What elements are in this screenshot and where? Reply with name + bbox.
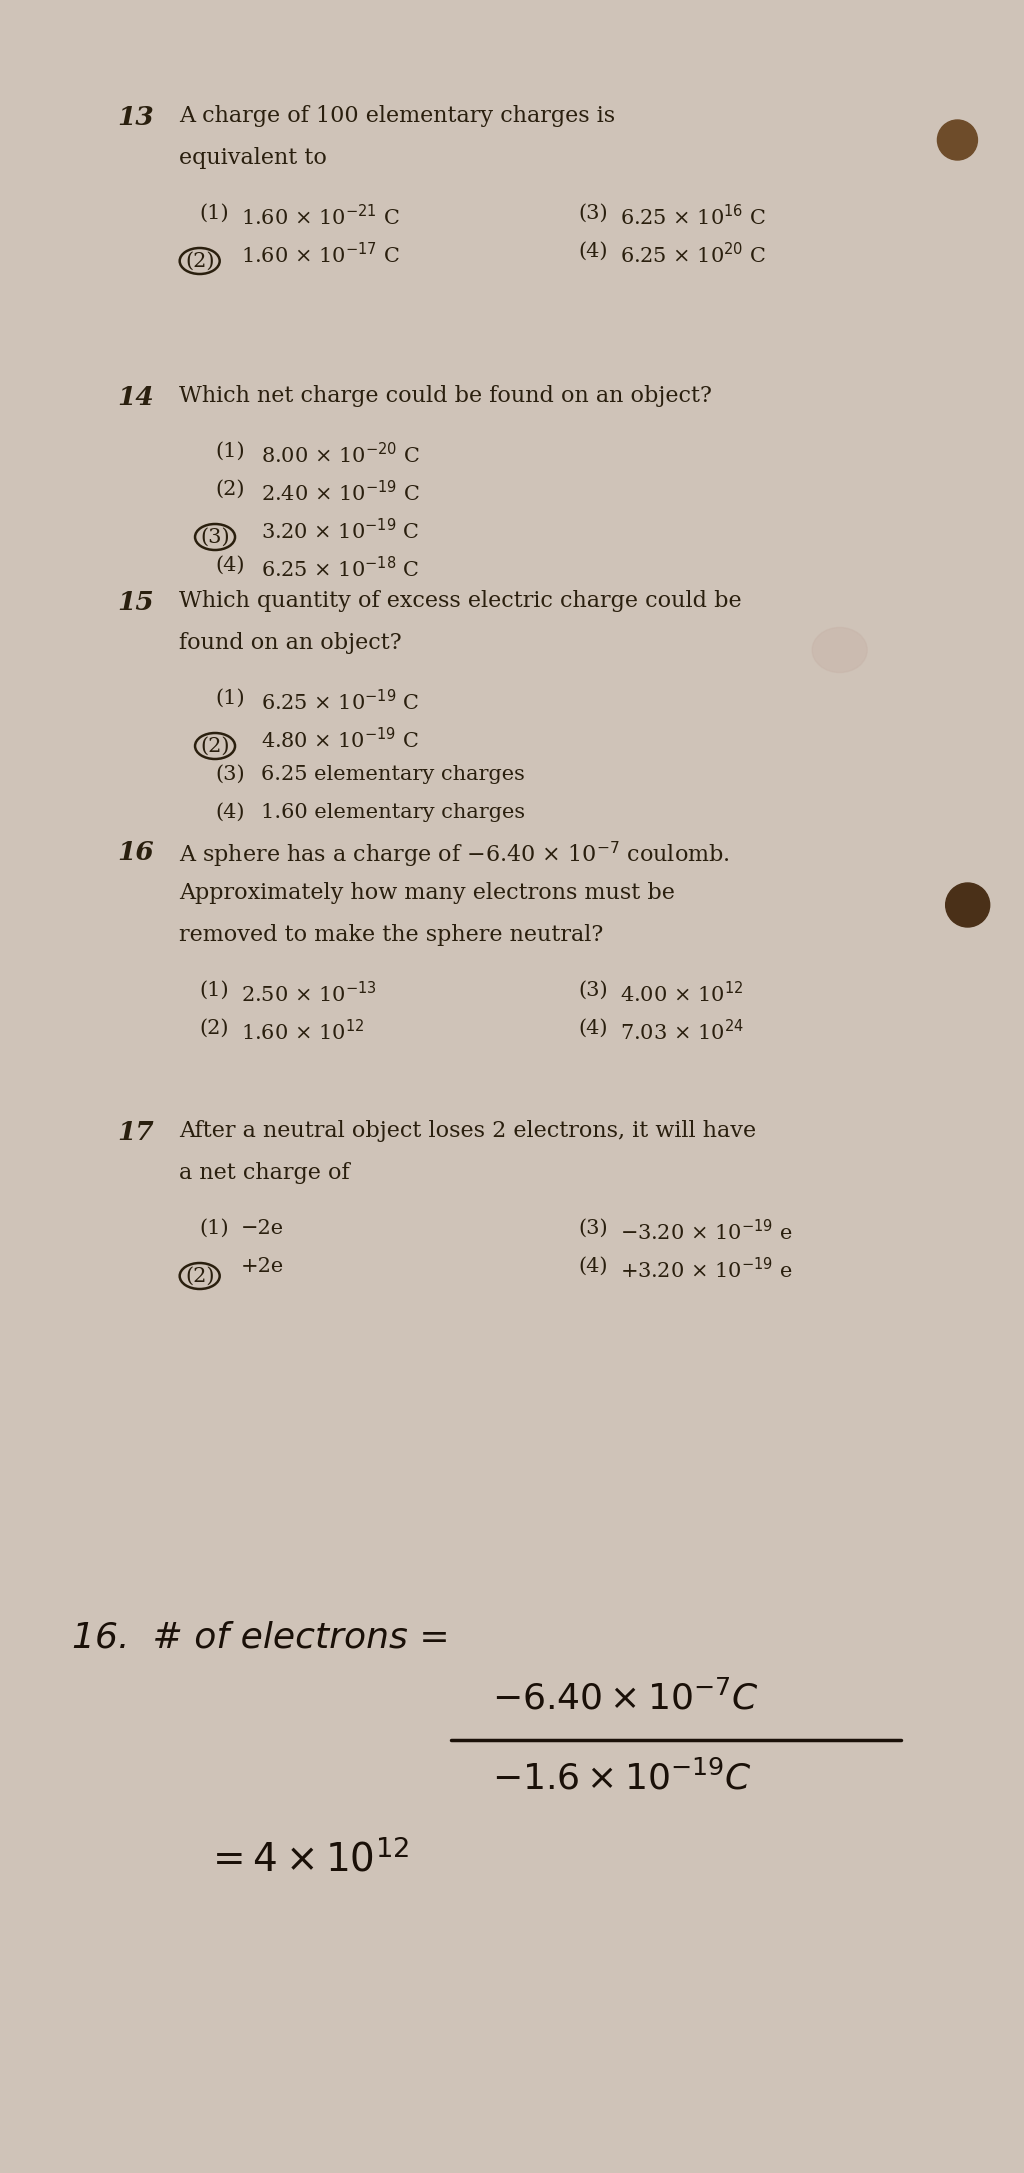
Text: (2): (2) [185,1267,214,1286]
Text: found on an object?: found on an object? [179,632,401,654]
Text: 4.00 × 10$^{12}$: 4.00 × 10$^{12}$ [620,980,742,1006]
Text: $-1.6\times10^{-19}$C: $-1.6\times10^{-19}$C [492,1760,752,1797]
Text: (1): (1) [200,1219,229,1239]
Text: 3.20 × 10$^{-19}$ C: 3.20 × 10$^{-19}$ C [261,517,420,543]
Text: (3): (3) [579,1219,608,1239]
Text: equivalent to: equivalent to [179,148,327,169]
Text: (1): (1) [200,204,229,224]
Text: −2e: −2e [241,1219,284,1239]
Text: 6.25 × 10$^{16}$ C: 6.25 × 10$^{16}$ C [620,204,766,228]
Text: 6.25 elementary charges: 6.25 elementary charges [261,765,525,784]
Text: After a neutral object loses 2 electrons, it will have: After a neutral object loses 2 electrons… [179,1119,757,1143]
Text: (2): (2) [200,1019,229,1039]
Text: 6.25 × 10$^{-18}$ C: 6.25 × 10$^{-18}$ C [261,556,420,580]
Text: (3): (3) [579,980,608,1000]
Text: 17: 17 [118,1119,155,1145]
Text: 15: 15 [118,591,155,615]
Text: (4): (4) [215,556,245,576]
Text: A charge of 100 elementary charges is: A charge of 100 elementary charges is [179,104,615,126]
Text: (3): (3) [201,528,229,545]
Text: 1.60 × 10$^{12}$: 1.60 × 10$^{12}$ [241,1019,364,1045]
Text: (2): (2) [215,480,245,500]
Text: 1.60 × 10$^{-21}$ C: 1.60 × 10$^{-21}$ C [241,204,399,228]
Text: 16.  # of electrons =: 16. # of electrons = [72,1621,450,1654]
Text: (1): (1) [200,980,229,1000]
Text: (4): (4) [579,1019,608,1039]
Text: a net charge of: a net charge of [179,1163,350,1184]
Text: 7.03 × 10$^{24}$: 7.03 × 10$^{24}$ [620,1019,743,1045]
Text: 2.50 × 10$^{-13}$: 2.50 × 10$^{-13}$ [241,980,376,1006]
Text: 4.80 × 10$^{-19}$ C: 4.80 × 10$^{-19}$ C [261,728,419,752]
Text: 8.00 × 10$^{-20}$ C: 8.00 × 10$^{-20}$ C [261,441,420,467]
Text: (2): (2) [201,737,229,756]
Text: 13: 13 [118,104,155,130]
Text: +3.20 × 10$^{-19}$ e: +3.20 × 10$^{-19}$ e [620,1256,792,1282]
Text: 6.25 × 10$^{20}$ C: 6.25 × 10$^{20}$ C [620,241,766,267]
Text: +2e: +2e [241,1256,284,1276]
Text: (3): (3) [579,204,608,224]
Text: $= 4\times10^{12}$: $= 4\times10^{12}$ [205,1841,409,1880]
Text: (4): (4) [215,804,245,821]
Text: (4): (4) [579,1256,608,1276]
Text: 1.60 × 10$^{-17}$ C: 1.60 × 10$^{-17}$ C [241,241,399,267]
Text: 16: 16 [118,841,155,865]
Text: (3): (3) [215,765,245,784]
Text: (1): (1) [215,689,245,708]
Text: (2): (2) [185,252,214,269]
Ellipse shape [812,628,867,671]
Text: Which net charge could be found on an object?: Which net charge could be found on an ob… [179,385,712,406]
Text: 6.25 × 10$^{-19}$ C: 6.25 × 10$^{-19}$ C [261,689,420,715]
Text: removed to make the sphere neutral?: removed to make the sphere neutral? [179,924,603,945]
Circle shape [937,120,978,161]
Text: 1.60 elementary charges: 1.60 elementary charges [261,804,525,821]
Text: Approximately how many electrons must be: Approximately how many electrons must be [179,882,675,904]
Text: 2.40 × 10$^{-19}$ C: 2.40 × 10$^{-19}$ C [261,480,420,504]
Circle shape [946,882,989,928]
Text: $-6.40\times10^{-7}$C: $-6.40\times10^{-7}$C [492,1680,758,1717]
Text: −3.20 × 10$^{-19}$ e: −3.20 × 10$^{-19}$ e [620,1219,792,1245]
Text: 14: 14 [118,385,155,411]
Text: (1): (1) [215,441,245,461]
Text: (4): (4) [579,241,608,261]
Text: Which quantity of excess electric charge could be: Which quantity of excess electric charge… [179,591,741,613]
Text: A sphere has a charge of −6.40 × 10$^{-7}$ coulomb.: A sphere has a charge of −6.40 × 10$^{-7… [179,841,730,869]
